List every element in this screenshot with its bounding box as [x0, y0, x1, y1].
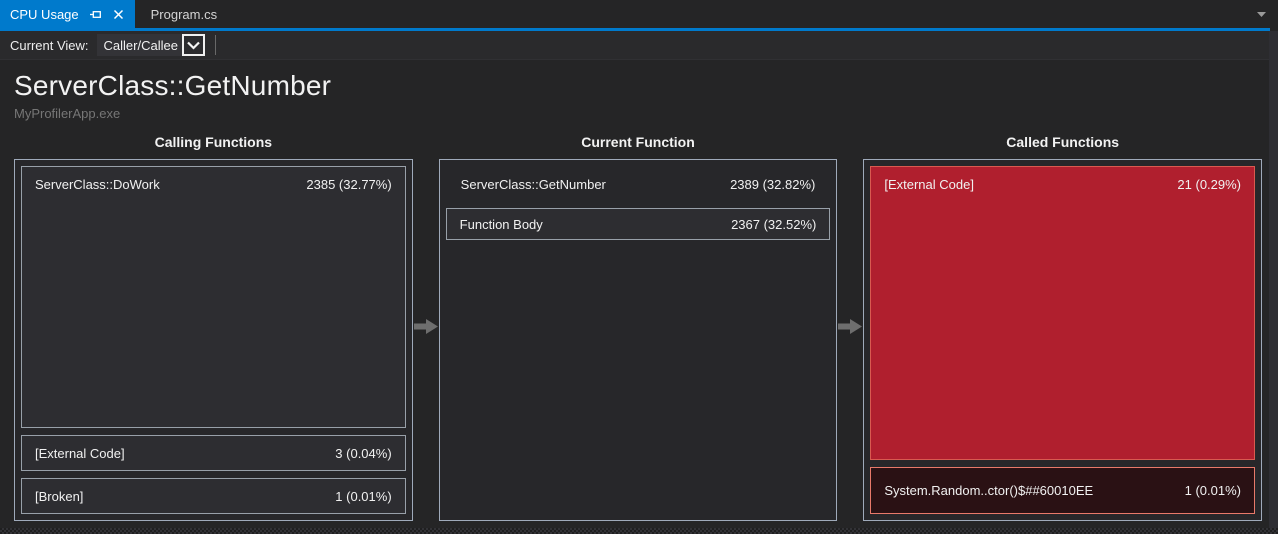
page-title: ServerClass::GetNumber — [14, 70, 332, 101]
caller-callee-view: ServerClass::GetNumber MyProfilerApp.exe… — [0, 70, 1278, 521]
document-tab-bar: CPU Usage Program.cs — [0, 0, 1278, 28]
toolbar-separator — [214, 35, 216, 55]
tab-program-cs-label: Program.cs — [150, 6, 218, 22]
called-functions-column: Called Functions [External Code] 21 (0.2… — [863, 134, 1263, 521]
current-view-value: Caller/Callee — [96, 34, 182, 56]
dropdown-button[interactable] — [181, 34, 205, 56]
chevron-down-icon — [1257, 11, 1266, 17]
vertical-scrollbar[interactable] — [1269, 31, 1278, 528]
current-function-panel: ServerClass::GetNumber 2389 (32.82%) Fun… — [438, 159, 838, 521]
tab-cpu-usage[interactable]: CPU Usage — [0, 0, 135, 28]
function-name: [External Code] — [35, 445, 125, 461]
arrow-right-icon — [413, 318, 438, 334]
function-value: 21 (0.29%) — [1177, 177, 1242, 192]
current-function-column: Current Function ServerClass::GetNumber … — [438, 134, 838, 521]
tab-bar-spacer — [239, 0, 1245, 28]
calling-functions-column: Calling Functions ServerClass::DoWork 23… — [14, 134, 413, 521]
tab-action-icons — [88, 7, 126, 22]
horizontal-scrollbar[interactable] — [0, 528, 1278, 534]
function-name: Function Body — [459, 216, 543, 232]
function-row-hot[interactable]: [External Code] 21 (0.29%) — [870, 166, 1256, 460]
function-name: [Broken] — [35, 488, 84, 504]
calling-functions-panel: ServerClass::DoWork 2385 (32.77%) [Exter… — [14, 159, 413, 521]
current-function-header: Current Function — [581, 134, 695, 150]
chevron-down-icon — [187, 41, 200, 50]
caller-callee-columns: Calling Functions ServerClass::DoWork 23… — [14, 134, 1263, 521]
called-functions-header: Called Functions — [1006, 134, 1120, 150]
close-icon[interactable] — [111, 7, 126, 22]
function-value: 1 (0.01%) — [335, 488, 392, 504]
flow-arrow-left — [413, 134, 439, 518]
tab-cpu-usage-label: CPU Usage — [10, 6, 79, 22]
function-value: 2389 (32.82%) — [730, 176, 816, 192]
called-functions-panel: [External Code] 21 (0.29%) System.Random… — [863, 159, 1263, 521]
function-name: ServerClass::GetNumber — [460, 176, 606, 192]
function-row[interactable]: [Broken] 1 (0.01%) — [21, 478, 406, 514]
flow-arrow-right — [837, 134, 863, 518]
pin-icon[interactable] — [88, 7, 103, 22]
arrow-right-icon — [838, 318, 863, 334]
function-name: [External Code] — [884, 177, 974, 192]
module-name: MyProfilerApp.exe — [14, 106, 121, 121]
function-row[interactable]: [External Code] 3 (0.04%) — [21, 435, 406, 471]
current-view-dropdown[interactable]: Caller/Callee — [96, 34, 205, 56]
active-document-accent-line — [0, 28, 1270, 31]
tab-program-cs[interactable]: Program.cs — [135, 0, 239, 28]
function-value: 3 (0.04%) — [335, 445, 392, 461]
current-view-label: Current View: — [10, 37, 89, 53]
function-name: System.Random..ctor()$##60010EE — [884, 483, 1094, 498]
function-row-hot[interactable]: System.Random..ctor()$##60010EE 1 (0.01%… — [870, 467, 1256, 514]
function-value: 2367 (32.52%) — [731, 216, 817, 232]
current-function-row[interactable]: ServerClass::GetNumber 2389 (32.82%) — [446, 166, 831, 202]
function-value: 2385 (32.77%) — [306, 177, 392, 192]
function-value: 1 (0.01%) — [1184, 483, 1242, 498]
function-row[interactable]: ServerClass::DoWork 2385 (32.77%) — [21, 166, 406, 428]
tab-overflow-button[interactable] — [1245, 0, 1278, 28]
calling-functions-header: Calling Functions — [154, 134, 273, 150]
profiler-toolbar: Current View: Caller/Callee — [0, 31, 1278, 60]
function-name: ServerClass::DoWork — [35, 177, 160, 192]
function-body-row[interactable]: Function Body 2367 (32.52%) — [445, 208, 831, 240]
